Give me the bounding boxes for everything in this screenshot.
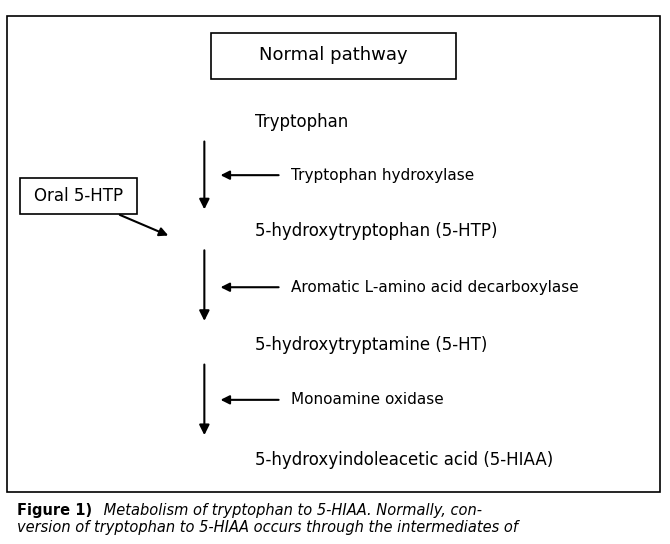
Text: Aromatic L-amino acid decarboxylase: Aromatic L-amino acid decarboxylase (291, 280, 579, 295)
Text: Oral 5-HTP: Oral 5-HTP (34, 187, 124, 205)
Text: Tryptophan: Tryptophan (255, 113, 348, 132)
Bar (211, 33, 456, 79)
Text: Tryptophan hydroxylase: Tryptophan hydroxylase (291, 168, 475, 183)
Text: 5-hydroxyindoleacetic acid (5-HIAA): 5-hydroxyindoleacetic acid (5-HIAA) (255, 450, 553, 469)
Bar (7, 16, 660, 492)
Text: Monoamine oxidase: Monoamine oxidase (291, 392, 444, 407)
Text: 5-hydroxytryptamine (5-HT): 5-hydroxytryptamine (5-HT) (255, 336, 487, 355)
Text: Figure 1): Figure 1) (17, 503, 92, 518)
Text: 5-hydroxytryptophan (5-HTP): 5-hydroxytryptophan (5-HTP) (255, 222, 497, 240)
Text: Normal pathway: Normal pathway (259, 46, 407, 65)
Text: Metabolism of tryptophan to 5-HIAA. Normally, con-: Metabolism of tryptophan to 5-HIAA. Norm… (99, 503, 482, 518)
Bar (20, 178, 137, 214)
Text: version of tryptophan to 5-HIAA occurs through the intermediates of: version of tryptophan to 5-HIAA occurs t… (17, 520, 518, 535)
